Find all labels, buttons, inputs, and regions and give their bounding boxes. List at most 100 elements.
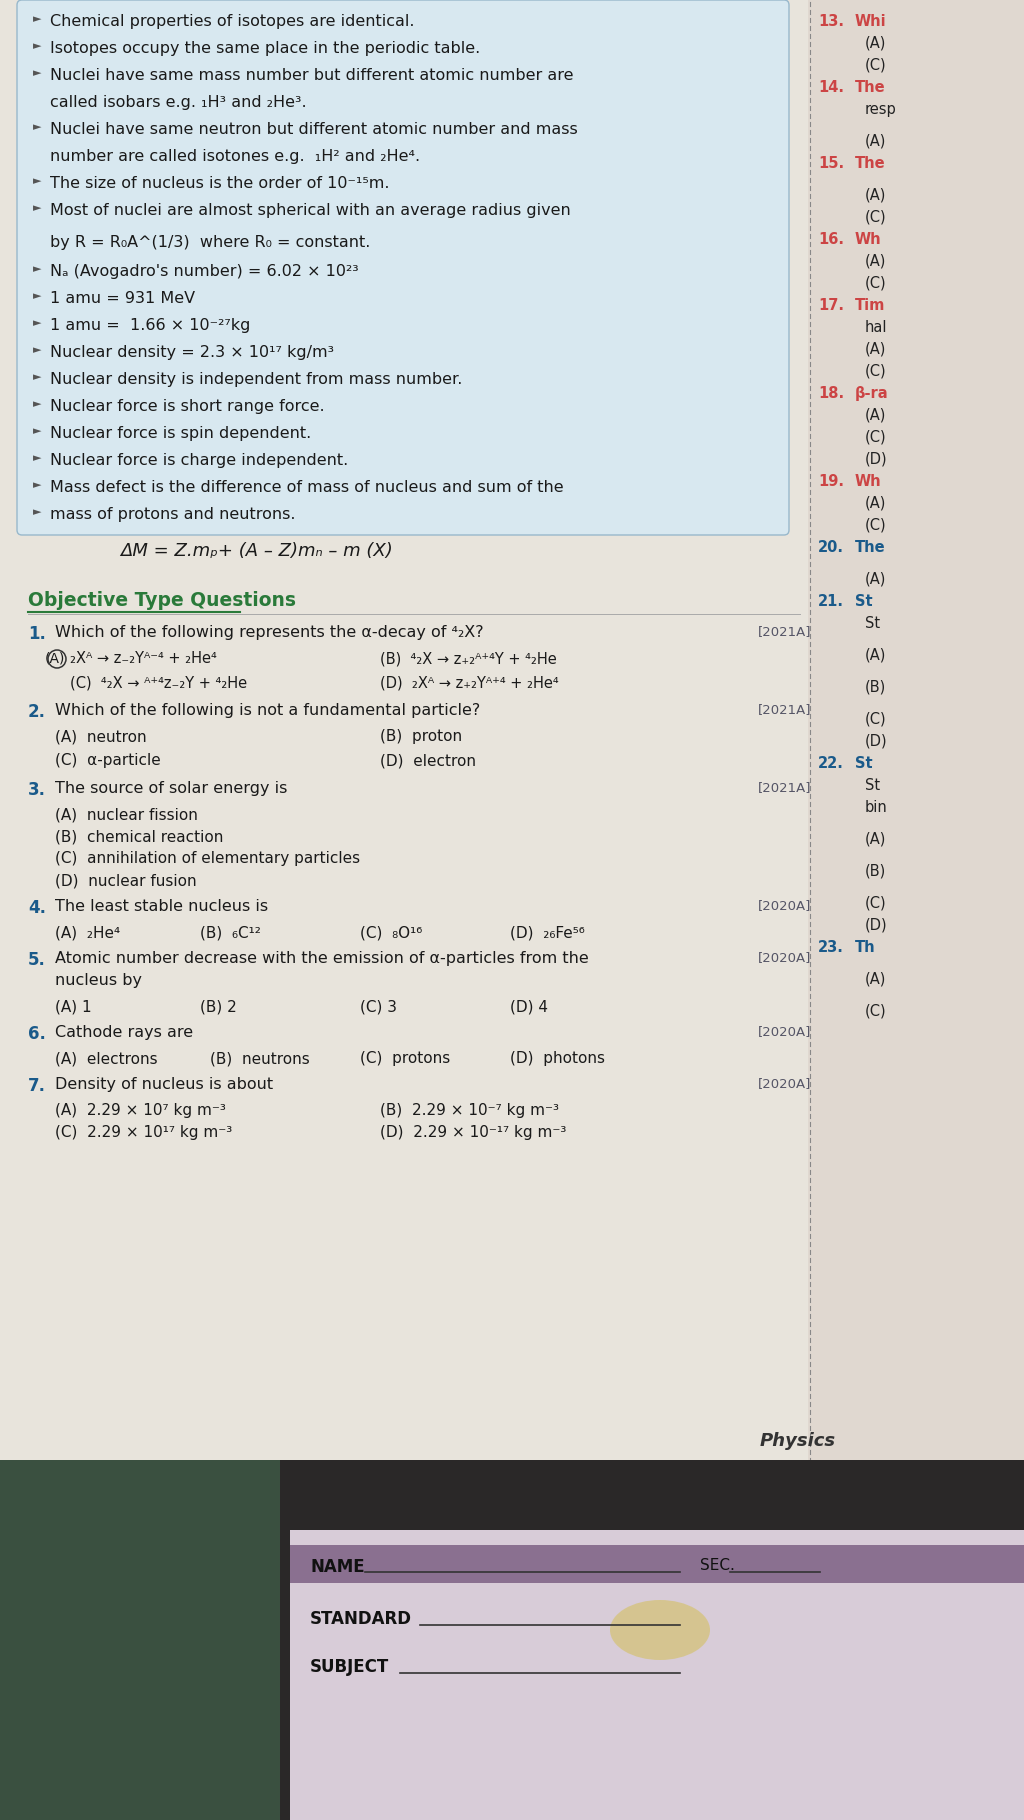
Text: The least stable nucleus is: The least stable nucleus is — [55, 899, 268, 914]
Text: ►: ► — [33, 177, 42, 186]
Text: (A): (A) — [45, 652, 66, 664]
Text: 5.: 5. — [28, 952, 46, 968]
Text: 13.: 13. — [818, 15, 844, 29]
Text: (C)  ⁴₂X → ᴬ⁺⁴z₋₂Y + ⁴₂He: (C) ⁴₂X → ᴬ⁺⁴z₋₂Y + ⁴₂He — [70, 675, 247, 690]
Text: (A): (A) — [865, 255, 887, 269]
Text: Cathode rays are: Cathode rays are — [55, 1025, 194, 1039]
Text: (A)  electrons: (A) electrons — [55, 1050, 158, 1067]
Text: Nuclear force is spin dependent.: Nuclear force is spin dependent. — [50, 426, 311, 440]
Text: (C)  annihilation of elementary particles: (C) annihilation of elementary particles — [55, 852, 360, 866]
Text: (C)  ₈O¹⁶: (C) ₈O¹⁶ — [360, 925, 422, 939]
Bar — [0, 1460, 1024, 1820]
Text: Density of nucleus is about: Density of nucleus is about — [55, 1077, 273, 1092]
Text: (C): (C) — [865, 364, 887, 379]
Text: Whi: Whi — [855, 15, 887, 29]
Text: [2020A]: [2020A] — [758, 1025, 811, 1037]
Text: (C): (C) — [865, 895, 887, 912]
Text: Nuclei have same mass number but different atomic number are: Nuclei have same mass number but differe… — [50, 67, 573, 84]
Text: (C): (C) — [865, 209, 887, 226]
Text: NAME: NAME — [310, 1558, 365, 1576]
Text: (A): (A) — [865, 832, 887, 846]
Text: ►: ► — [33, 318, 42, 328]
Text: [2020A]: [2020A] — [758, 899, 811, 912]
Text: (A): (A) — [865, 135, 887, 149]
Text: ►: ► — [33, 480, 42, 490]
Text: ►: ► — [33, 67, 42, 78]
Text: resp: resp — [865, 102, 897, 116]
Bar — [808, 0, 1024, 1460]
Text: bin: bin — [865, 801, 888, 815]
Text: (D): (D) — [865, 451, 888, 468]
Text: β-ra: β-ra — [855, 386, 889, 400]
Text: 15.: 15. — [818, 157, 844, 171]
Text: STANDARD: STANDARD — [310, 1611, 412, 1629]
Text: Which of the following is not a fundamental particle?: Which of the following is not a fundamen… — [55, 703, 480, 719]
Bar — [0, 0, 808, 1460]
Text: (C): (C) — [865, 1005, 887, 1019]
Text: Nuclear force is short range force.: Nuclear force is short range force. — [50, 399, 325, 413]
Text: (A): (A) — [865, 187, 887, 204]
Text: The size of nucleus is the order of 10⁻¹⁵m.: The size of nucleus is the order of 10⁻¹… — [50, 177, 389, 191]
Text: 3.: 3. — [28, 781, 46, 799]
Text: (A)  ₂He⁴: (A) ₂He⁴ — [55, 925, 120, 939]
Text: 1.: 1. — [28, 624, 46, 642]
Text: [2021A]: [2021A] — [758, 703, 811, 715]
Text: Tim: Tim — [855, 298, 886, 313]
Text: The: The — [855, 80, 886, 95]
Text: Nₐ (Avogadro's number) = 6.02 × 10²³: Nₐ (Avogadro's number) = 6.02 × 10²³ — [50, 264, 358, 278]
Text: (B)  neutrons: (B) neutrons — [210, 1050, 309, 1067]
Text: (A): (A) — [865, 342, 887, 357]
Text: ►: ► — [33, 346, 42, 355]
Text: (A): (A) — [865, 36, 887, 51]
Text: (B) 2: (B) 2 — [200, 999, 237, 1014]
Text: (C): (C) — [865, 58, 887, 73]
Text: 14.: 14. — [818, 80, 844, 95]
Text: The: The — [855, 541, 886, 555]
Text: ►: ► — [33, 204, 42, 213]
Text: (A): (A) — [865, 972, 887, 986]
Text: 6.: 6. — [28, 1025, 46, 1043]
Text: St: St — [865, 615, 880, 632]
Text: ►: ► — [33, 399, 42, 410]
Text: Th: Th — [855, 939, 876, 956]
Text: (D): (D) — [865, 917, 888, 934]
Text: 21.: 21. — [818, 593, 844, 610]
Text: [2020A]: [2020A] — [758, 952, 811, 965]
Text: ΔM = Z.mₚ+ (A – Z)mₙ – m (X): ΔM = Z.mₚ+ (A – Z)mₙ – m (X) — [120, 542, 393, 561]
Text: (C): (C) — [865, 712, 887, 726]
Text: 16.: 16. — [818, 231, 844, 248]
Text: (A) 1: (A) 1 — [55, 999, 91, 1014]
Text: (B)  ₆C¹²: (B) ₆C¹² — [200, 925, 261, 939]
Text: (C) 3: (C) 3 — [360, 999, 397, 1014]
Text: ►: ► — [33, 426, 42, 437]
Text: SUBJECT: SUBJECT — [310, 1658, 389, 1676]
Text: (D)  electron: (D) electron — [380, 753, 476, 768]
Text: (B)  proton: (B) proton — [380, 730, 462, 744]
Text: (A): (A) — [865, 408, 887, 422]
Text: (C): (C) — [865, 277, 887, 291]
Text: Objective Type Questions: Objective Type Questions — [28, 592, 296, 610]
Text: (B): (B) — [865, 864, 886, 879]
Text: ►: ► — [33, 291, 42, 300]
Text: ►: ► — [33, 453, 42, 462]
Text: Most of nuclei are almost spherical with an average radius given: Most of nuclei are almost spherical with… — [50, 204, 570, 218]
Text: (D)  nuclear fusion: (D) nuclear fusion — [55, 874, 197, 888]
Text: by R = R₀A^(1/3)  where R₀ = constant.: by R = R₀A^(1/3) where R₀ = constant. — [50, 235, 371, 249]
Text: St: St — [855, 593, 872, 610]
Text: (B)  2.29 × 10⁻⁷ kg m⁻³: (B) 2.29 × 10⁻⁷ kg m⁻³ — [380, 1103, 559, 1117]
Text: (D)  photons: (D) photons — [510, 1050, 605, 1067]
Text: (A)  neutron: (A) neutron — [55, 730, 146, 744]
Text: 2.: 2. — [28, 703, 46, 721]
Text: Which of the following represents the α-decay of ⁴₂X?: Which of the following represents the α-… — [55, 624, 483, 641]
Text: (C): (C) — [865, 519, 887, 533]
Text: hal: hal — [865, 320, 888, 335]
Text: St: St — [855, 755, 872, 772]
Text: 17.: 17. — [818, 298, 844, 313]
Text: ►: ► — [33, 42, 42, 51]
Text: Atomic number decrease with the emission of α-particles from the: Atomic number decrease with the emission… — [55, 952, 589, 966]
Bar — [290, 1545, 1024, 1583]
Text: Chemical properties of isotopes are identical.: Chemical properties of isotopes are iden… — [50, 15, 415, 29]
Text: 7.: 7. — [28, 1077, 46, 1096]
Text: ►: ► — [33, 264, 42, 275]
Text: (B)  chemical reaction: (B) chemical reaction — [55, 828, 223, 844]
